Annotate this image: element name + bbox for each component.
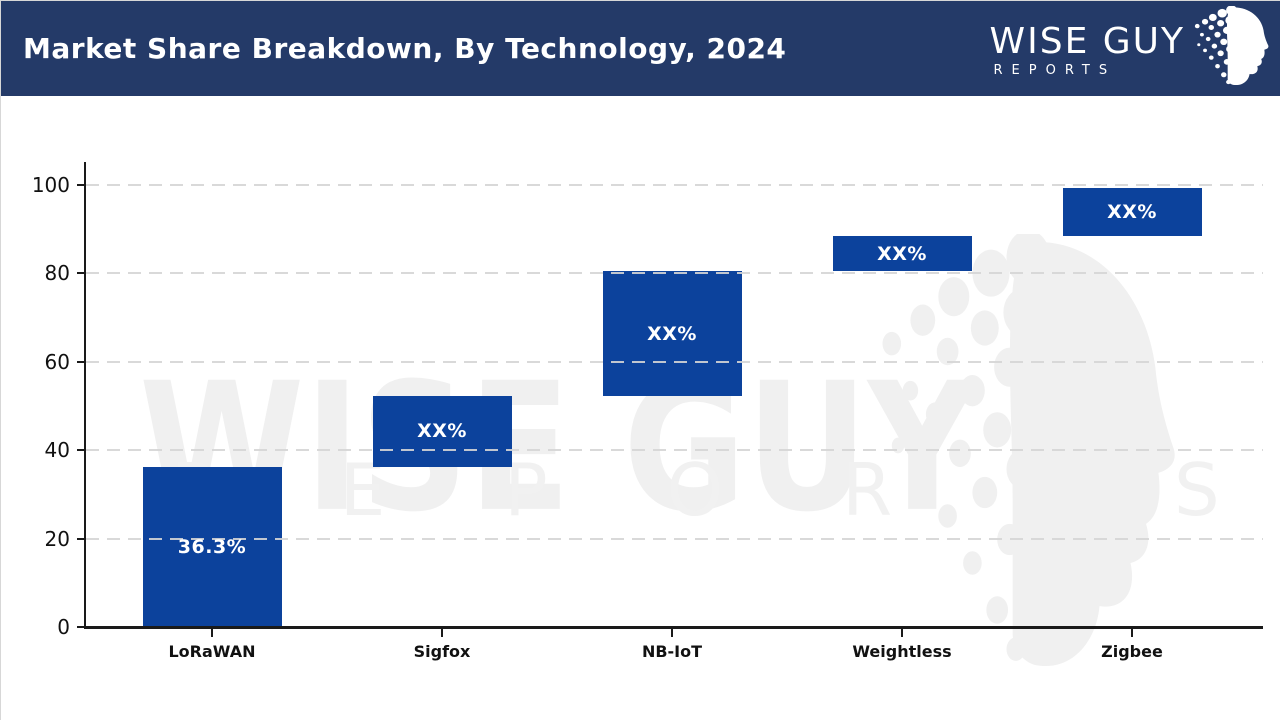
gridline-100 <box>86 184 1263 186</box>
x-tick-mark <box>441 629 443 637</box>
y-tick-label: 20 <box>44 526 70 551</box>
y-tick-label: 0 <box>57 615 70 639</box>
x-tick-label-sigfox: Sigfox <box>413 642 471 661</box>
gridline-40 <box>86 449 1263 452</box>
y-tick-mark <box>77 272 86 275</box>
gridline-60 <box>86 360 1263 363</box>
gridline-20 <box>86 537 1263 540</box>
bar-label-lorawan: 36.3% <box>177 535 247 558</box>
brand-subname: REPORTS <box>993 63 1117 78</box>
x-tick-mark <box>901 629 903 637</box>
y-tick-mark <box>77 184 86 186</box>
y-tick-mark <box>77 449 86 452</box>
bar-label-weightless: XX% <box>877 242 927 265</box>
bar-label-sigfox: XX% <box>417 420 467 443</box>
bar-nb-iot <box>602 271 742 396</box>
y-tick-mark <box>77 360 86 363</box>
waterfall-chart: WISE GUY R E P O R T S 0 20 40 60 80 100 36.3%… <box>1 96 1280 721</box>
bar-sigfox <box>372 395 512 467</box>
bar-label-nb-iot: XX% <box>647 322 697 345</box>
y-tick-label: 80 <box>44 261 70 286</box>
x-tick-label-zigbee: Zigbee <box>1101 642 1163 661</box>
y-tick-label: 100 <box>31 173 70 197</box>
brand-logo-text: WISE GUY REPORTS <box>989 21 1186 79</box>
page-title: Market Share Breakdown, By Technology, 2… <box>23 32 787 65</box>
x-tick-mark <box>1131 629 1133 637</box>
dotted-head-icon <box>1191 6 1269 92</box>
y-tick-label: 60 <box>44 349 70 374</box>
x-axis-line <box>86 626 1263 629</box>
x-tick-label-weightless: Weightless <box>852 642 952 661</box>
y-tick-mark <box>77 626 86 628</box>
x-tick-mark <box>671 629 673 637</box>
x-tick-label-nb-iot: NB-IoT <box>641 642 703 661</box>
bar-weightless <box>832 236 972 272</box>
gridline-80 <box>86 272 1263 275</box>
y-tick-mark <box>77 537 86 540</box>
brand-logo: WISE GUY REPORTS <box>990 6 1270 92</box>
y-axis-line <box>84 162 86 629</box>
bar-lorawan <box>142 466 282 627</box>
header-bar: Market Share Breakdown, By Technology, 2… <box>1 1 1280 96</box>
x-tick-label-lorawan: LoRaWAN <box>168 642 256 661</box>
y-tick-label: 40 <box>44 438 70 463</box>
brand-name: WISE GUY <box>989 21 1185 62</box>
bar-zigbee <box>1062 187 1202 237</box>
bar-label-zigbee: XX% <box>1107 200 1157 223</box>
x-tick-mark <box>211 629 213 637</box>
